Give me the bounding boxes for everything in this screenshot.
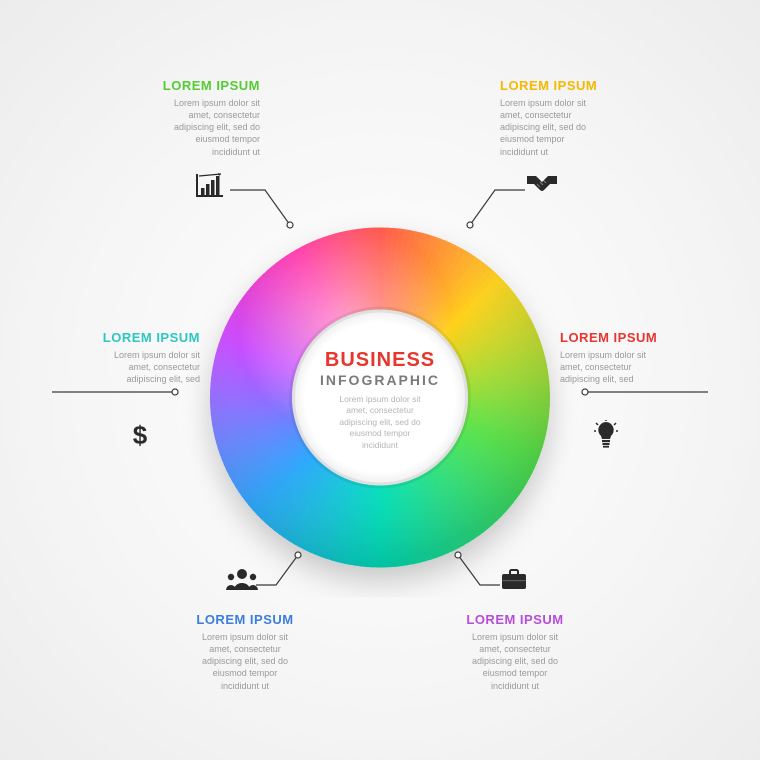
item-body-top-left: Lorem ipsum dolor sit amet, consectetur … xyxy=(100,97,260,158)
handshake-icon xyxy=(525,172,559,199)
item-title-mid-left: LOREM IPSUM xyxy=(40,330,200,345)
item-title-top-left: LOREM IPSUM xyxy=(100,78,260,93)
infographic-stage: BUSINESS INFOGRAPHIC Lorem ipsum dolor s… xyxy=(0,0,760,760)
item-bottom-right: LOREM IPSUM Lorem ipsum dolor sit amet, c… xyxy=(435,612,595,692)
item-body-mid-right: Lorem ipsum dolor sit amet, consectetur … xyxy=(560,349,720,385)
dollar-icon: $ xyxy=(130,420,150,455)
item-body-top-right: Lorem ipsum dolor sit amet, consectetur … xyxy=(500,97,660,158)
item-body-bottom-right: Lorem ipsum dolor sit amet, consectetur … xyxy=(435,631,595,692)
item-top-right: LOREM IPSUM Lorem ipsum dolor sit amet, c… xyxy=(500,78,660,158)
briefcase-icon xyxy=(500,568,528,595)
bulb-icon xyxy=(594,420,618,455)
item-bottom-left: LOREM IPSUM Lorem ipsum dolor sit amet, c… xyxy=(165,612,325,692)
item-top-left: LOREM IPSUM Lorem ipsum dolor sit amet, c… xyxy=(100,78,260,158)
item-title-top-right: LOREM IPSUM xyxy=(500,78,660,93)
svg-text:$: $ xyxy=(133,420,148,450)
item-title-bottom-right: LOREM IPSUM xyxy=(435,612,595,627)
item-mid-left: LOREM IPSUM Lorem ipsum dolor sit amet, c… xyxy=(40,330,200,385)
item-body-bottom-left: Lorem ipsum dolor sit amet, consectetur … xyxy=(165,631,325,692)
item-title-mid-right: LOREM IPSUM xyxy=(560,330,720,345)
people-icon xyxy=(225,568,259,597)
item-mid-right: LOREM IPSUM Lorem ipsum dolor sit amet, c… xyxy=(560,330,720,385)
item-title-bottom-left: LOREM IPSUM xyxy=(165,612,325,627)
chart-icon xyxy=(195,172,225,203)
item-body-mid-left: Lorem ipsum dolor sit amet, consectetur … xyxy=(40,349,200,385)
